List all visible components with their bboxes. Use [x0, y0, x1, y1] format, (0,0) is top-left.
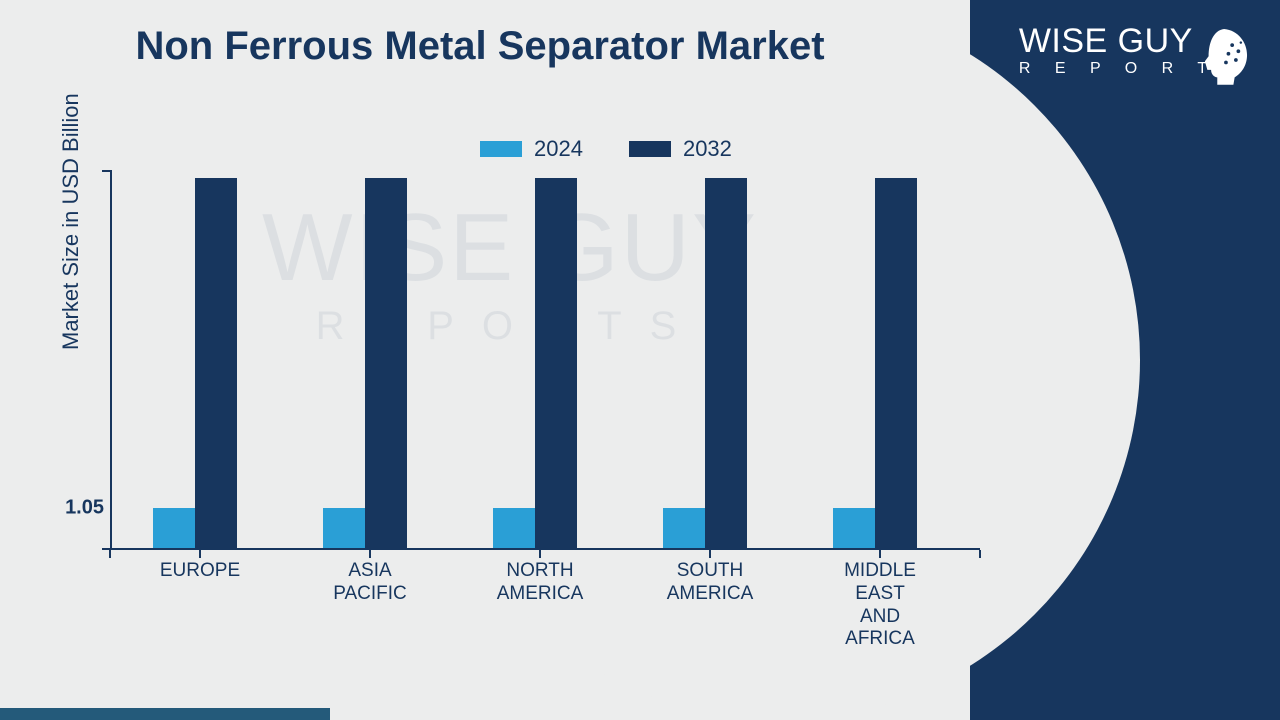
bar-2032 [535, 178, 577, 548]
y-axis-label: Market Size in USD Billion [58, 93, 84, 350]
chart-title: Non Ferrous Metal Separator Market [0, 24, 960, 69]
bar-2024 [153, 508, 195, 548]
bar-chart: 1.05 [110, 170, 980, 550]
legend-item-2032: 2032 [629, 136, 732, 162]
x-axis-label: ASIAPACIFIC [295, 560, 445, 606]
legend-item-2024: 2024 [480, 136, 583, 162]
bar-2024 [663, 508, 705, 548]
bar-value-label: 1.05 [65, 497, 104, 520]
bottom-accent-bar [0, 708, 330, 720]
bar-2032 [195, 178, 237, 548]
x-axis-label: NORTHAMERICA [465, 560, 615, 606]
legend: 2024 2032 [480, 136, 732, 162]
bar-2032 [875, 178, 917, 548]
bar-2032 [365, 178, 407, 548]
x-tick [979, 550, 981, 558]
y-tick [102, 170, 110, 172]
legend-label-2032: 2032 [683, 136, 732, 162]
bar-2024 [493, 508, 535, 548]
x-axis-label: EUROPE [125, 560, 275, 583]
brand-logo: WISE GUY R E P O R T S [1019, 24, 1252, 78]
x-axis-label: SOUTHAMERICA [635, 560, 785, 606]
x-tick [539, 550, 541, 558]
bar-2024 [833, 508, 875, 548]
x-tick [109, 550, 111, 558]
bar-groups [110, 170, 980, 550]
chart-stage: WISE GUY REPORTS WISE GUY R E P O R T S … [0, 0, 1280, 720]
legend-swatch-2024 [480, 141, 522, 157]
legend-swatch-2032 [629, 141, 671, 157]
x-tick [879, 550, 881, 558]
x-axis-label: MIDDLEEASTANDAFRICA [805, 560, 955, 651]
x-tick [709, 550, 711, 558]
head-icon [1190, 24, 1252, 86]
x-tick [199, 550, 201, 558]
bar-2024 [323, 508, 365, 548]
bar-2032 [705, 178, 747, 548]
x-tick [369, 550, 371, 558]
legend-label-2024: 2024 [534, 136, 583, 162]
